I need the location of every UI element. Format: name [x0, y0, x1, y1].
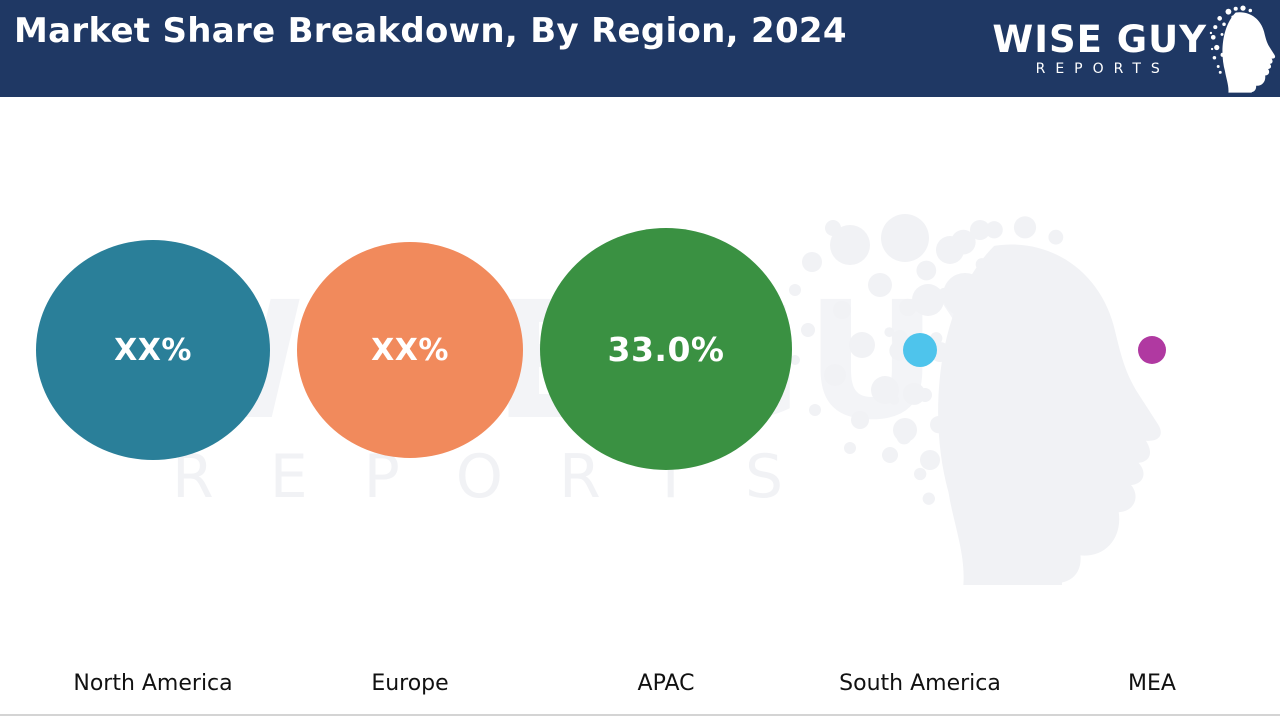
logo-wise-guy-text: WISE GUY	[992, 17, 1207, 61]
axis-label-north-america: North America	[73, 671, 233, 696]
axis-label-south-america: South America	[839, 671, 1001, 696]
header-bar: Market Share Breakdown, By Region, 2024 …	[0, 0, 1280, 97]
axis-label-mea: MEA	[1128, 671, 1176, 696]
axis-label-apac: APAC	[637, 671, 695, 696]
x-axis-line	[0, 714, 1280, 716]
bubble-north-america: XX%	[36, 240, 270, 460]
bubble-value-label: XX%	[114, 332, 192, 368]
bubble-mea	[1138, 336, 1166, 364]
page-title: Market Share Breakdown, By Region, 2024	[14, 11, 847, 51]
bubble-south-america	[903, 333, 937, 367]
watermark-reports-text: REPORTS	[172, 442, 840, 512]
bubble-europe: XX%	[297, 242, 523, 458]
bubble-apac: 33.0%	[540, 228, 792, 470]
bubble-value-label: XX%	[371, 332, 449, 368]
watermark-head-silhouette	[789, 214, 1161, 585]
bubble-value-label: 33.0%	[607, 329, 725, 369]
wise-guy-logo: WISE GUY REPORTS	[992, 5, 1280, 93]
axis-label-europe: Europe	[371, 671, 449, 696]
logo-text-block: WISE GUY REPORTS	[992, 17, 1207, 78]
logo-reports-text: REPORTS	[1035, 61, 1170, 78]
head-silhouette-icon	[1208, 5, 1278, 93]
